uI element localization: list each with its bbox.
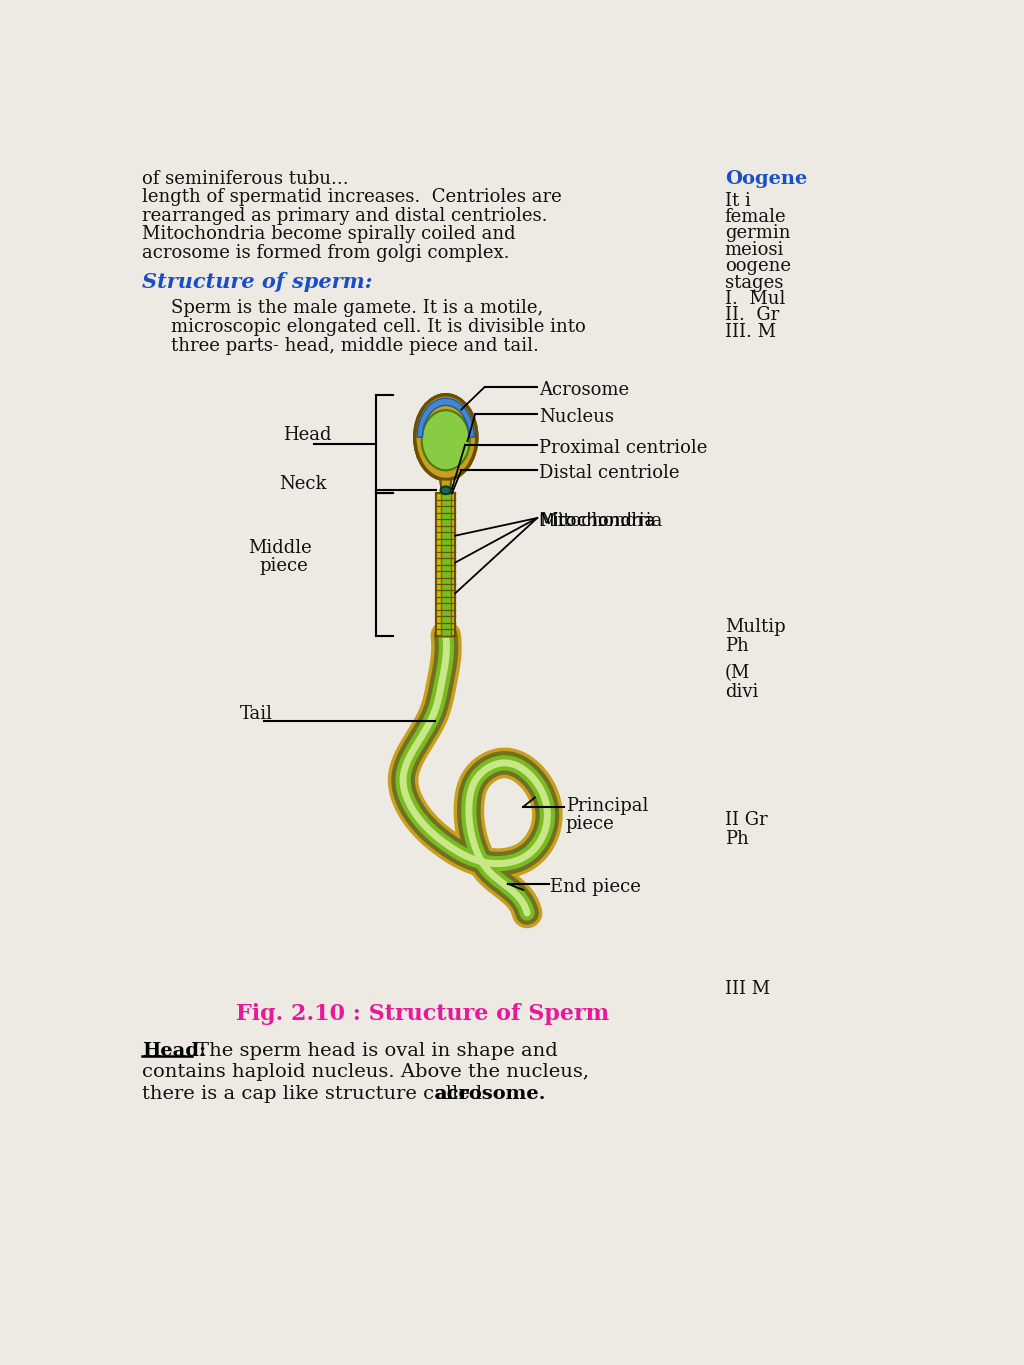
Polygon shape — [417, 399, 474, 437]
Text: oogene: oogene — [725, 257, 791, 274]
Text: Proximal centriole: Proximal centriole — [539, 438, 708, 457]
Ellipse shape — [440, 486, 451, 494]
Text: Sperm is the male gamete. It is a motile,: Sperm is the male gamete. It is a motile… — [171, 299, 543, 317]
Text: II Gr: II Gr — [725, 811, 767, 829]
Text: Ph: Ph — [725, 830, 749, 848]
Text: Mitochondria: Mitochondria — [539, 512, 663, 530]
Text: piece: piece — [566, 815, 614, 833]
Text: I.  Mul: I. Mul — [725, 291, 785, 308]
Text: Oogene: Oogene — [725, 171, 807, 188]
Text: Multip: Multip — [725, 618, 785, 636]
Text: acrosome is formed from golgi complex.: acrosome is formed from golgi complex. — [142, 244, 510, 262]
Text: there is a cap like structure called: there is a cap like structure called — [142, 1085, 488, 1103]
Text: The sperm head is oval in shape and: The sperm head is oval in shape and — [197, 1041, 558, 1059]
Text: (M: (M — [725, 665, 751, 682]
Text: Head: Head — [283, 426, 332, 444]
Text: length of spermatid increases.  Centrioles are: length of spermatid increases. Centriole… — [142, 188, 562, 206]
Polygon shape — [440, 479, 452, 493]
Text: germin: germin — [725, 224, 791, 242]
Text: It i: It i — [725, 191, 751, 209]
Text: Tail: Tail — [241, 706, 273, 723]
Text: Principal: Principal — [566, 797, 648, 815]
Polygon shape — [436, 493, 455, 636]
Polygon shape — [417, 399, 474, 437]
Text: Acrosome: Acrosome — [539, 381, 629, 399]
Text: Neck: Neck — [280, 475, 327, 493]
Text: three parts- head, middle piece and tail.: three parts- head, middle piece and tail… — [171, 337, 539, 355]
Text: of seminiferous tubu...: of seminiferous tubu... — [142, 171, 348, 188]
Ellipse shape — [415, 394, 477, 479]
Text: Mitochondria become spirally coiled and: Mitochondria become spirally coiled and — [142, 225, 515, 243]
Text: Middle: Middle — [248, 539, 312, 557]
Ellipse shape — [422, 410, 470, 471]
Polygon shape — [440, 479, 452, 493]
Polygon shape — [436, 493, 455, 636]
Text: female: female — [725, 207, 786, 225]
Text: acrosome.: acrosome. — [434, 1085, 546, 1103]
Text: divi: divi — [725, 682, 758, 700]
Text: rearranged as primary and distal centrioles.: rearranged as primary and distal centrio… — [142, 207, 548, 225]
Text: Nucleus: Nucleus — [539, 408, 613, 426]
Ellipse shape — [440, 486, 451, 494]
Text: Fig. 2.10 : Structure of Sperm: Fig. 2.10 : Structure of Sperm — [236, 1003, 609, 1025]
Text: microscopic elongated cell. It is divisible into: microscopic elongated cell. It is divisi… — [171, 318, 586, 336]
Text: III M: III M — [725, 980, 770, 998]
Text: III. M: III. M — [725, 324, 776, 341]
Text: meiosi: meiosi — [725, 240, 784, 259]
Text: Ph: Ph — [725, 636, 749, 655]
Text: Mitochondria: Mitochondria — [539, 512, 656, 530]
Polygon shape — [440, 493, 451, 636]
Ellipse shape — [415, 394, 477, 479]
Text: Distal centriole: Distal centriole — [539, 464, 679, 482]
Text: piece: piece — [260, 557, 308, 575]
Text: II.  Gr: II. Gr — [725, 306, 779, 325]
Text: End piece: End piece — [550, 878, 641, 895]
Text: Head:: Head: — [142, 1041, 206, 1059]
Text: contains haploid nucleus. Above the nucleus,: contains haploid nucleus. Above the nucl… — [142, 1063, 589, 1081]
Text: Structure of sperm:: Structure of sperm: — [142, 272, 373, 292]
Ellipse shape — [422, 410, 470, 471]
Text: stages: stages — [725, 274, 783, 292]
Polygon shape — [440, 493, 451, 636]
